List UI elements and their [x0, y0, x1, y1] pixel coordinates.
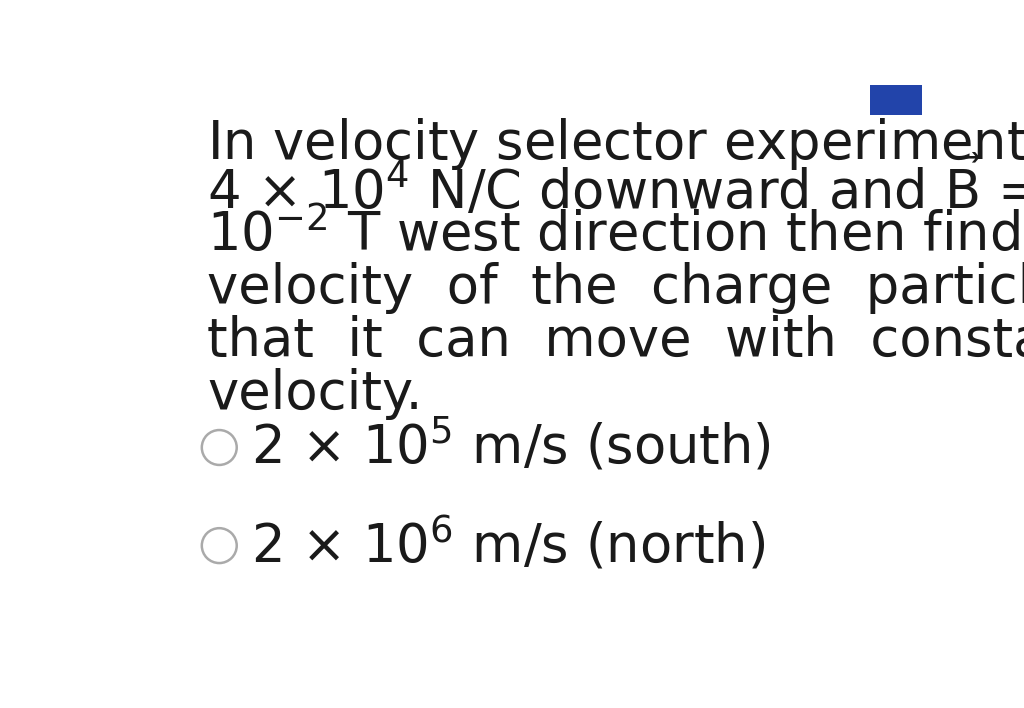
Text: velocity.: velocity.	[207, 368, 423, 421]
Text: 10$^{-2}$ T west direction then find the: 10$^{-2}$ T west direction then find the	[207, 208, 1024, 261]
Text: 2 $\times$ 10$^{5}$ m/s (south): 2 $\times$ 10$^{5}$ m/s (south)	[251, 417, 771, 474]
Text: that  it  can  move  with  constant: that it can move with constant	[207, 315, 1024, 367]
Text: 4 $\times$ 10$^{4}$ N/C downward and $\vec{\mathrm{B}}$ = 2 $\times$: 4 $\times$ 10$^{4}$ N/C downward and $\v…	[207, 155, 1024, 220]
Text: 2 $\times$ 10$^{6}$ m/s (north): 2 $\times$ 10$^{6}$ m/s (north)	[251, 515, 765, 573]
Text: velocity  of  the  charge  particle  so: velocity of the charge particle so	[207, 261, 1024, 314]
Text: In velocity selector experiment $\vec{\mathrm{E}}$ =: In velocity selector experiment $\vec{\m…	[207, 101, 1024, 173]
Bar	[870, 85, 922, 115]
